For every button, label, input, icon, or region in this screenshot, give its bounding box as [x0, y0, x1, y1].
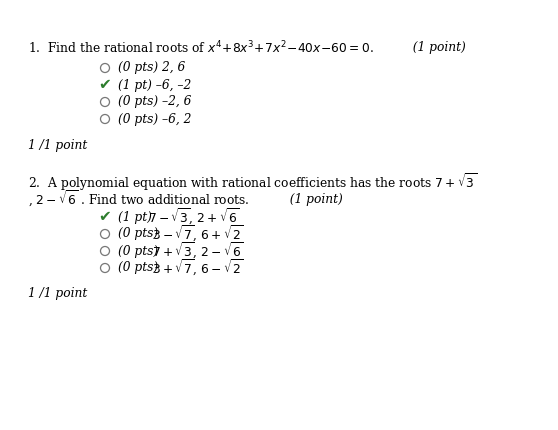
Text: (0 pts) 2, 6: (0 pts) 2, 6 — [118, 61, 185, 74]
Text: (0 pts): (0 pts) — [118, 261, 162, 274]
Text: 2.  A polynomial equation with rational coefficients has the roots $7+\sqrt{3}$: 2. A polynomial equation with rational c… — [28, 171, 477, 193]
Text: (0 pts) –2, 6: (0 pts) –2, 6 — [118, 95, 191, 108]
Text: (1 point): (1 point) — [282, 193, 343, 206]
Text: (1 pt) –6, –2: (1 pt) –6, –2 — [118, 79, 191, 92]
Text: 1 /1 point: 1 /1 point — [28, 288, 87, 301]
Text: $3+\sqrt{7}$, $6-\sqrt{2}$: $3+\sqrt{7}$, $6-\sqrt{2}$ — [152, 258, 244, 278]
Text: 1 /1 point: 1 /1 point — [28, 139, 87, 153]
Text: (0 pts) –6, 2: (0 pts) –6, 2 — [118, 113, 191, 126]
Text: , $2-\sqrt{6}$ . Find two additional roots.: , $2-\sqrt{6}$ . Find two additional roo… — [28, 189, 249, 209]
Text: $3-\sqrt{7}$, $6+\sqrt{2}$: $3-\sqrt{7}$, $6+\sqrt{2}$ — [152, 224, 244, 244]
Text: $7-\sqrt{3}$, $2+\sqrt{6}$: $7-\sqrt{3}$, $2+\sqrt{6}$ — [148, 207, 239, 227]
Text: ✔: ✔ — [99, 209, 112, 224]
Text: (1 pt): (1 pt) — [118, 211, 156, 224]
Text: 1.  Find the rational roots of $x^4\!+\!8x^3\!+\!7x^2\!-\!40x\!-\!60=0$.: 1. Find the rational roots of $x^4\!+\!8… — [28, 40, 374, 56]
Text: (1 point): (1 point) — [405, 42, 466, 55]
Text: (0 pts): (0 pts) — [118, 227, 162, 240]
Text: (0 pts): (0 pts) — [118, 245, 162, 258]
Text: $7+\sqrt{3}$, $2-\sqrt{6}$: $7+\sqrt{3}$, $2-\sqrt{6}$ — [152, 241, 244, 261]
Text: ✔: ✔ — [99, 77, 112, 92]
